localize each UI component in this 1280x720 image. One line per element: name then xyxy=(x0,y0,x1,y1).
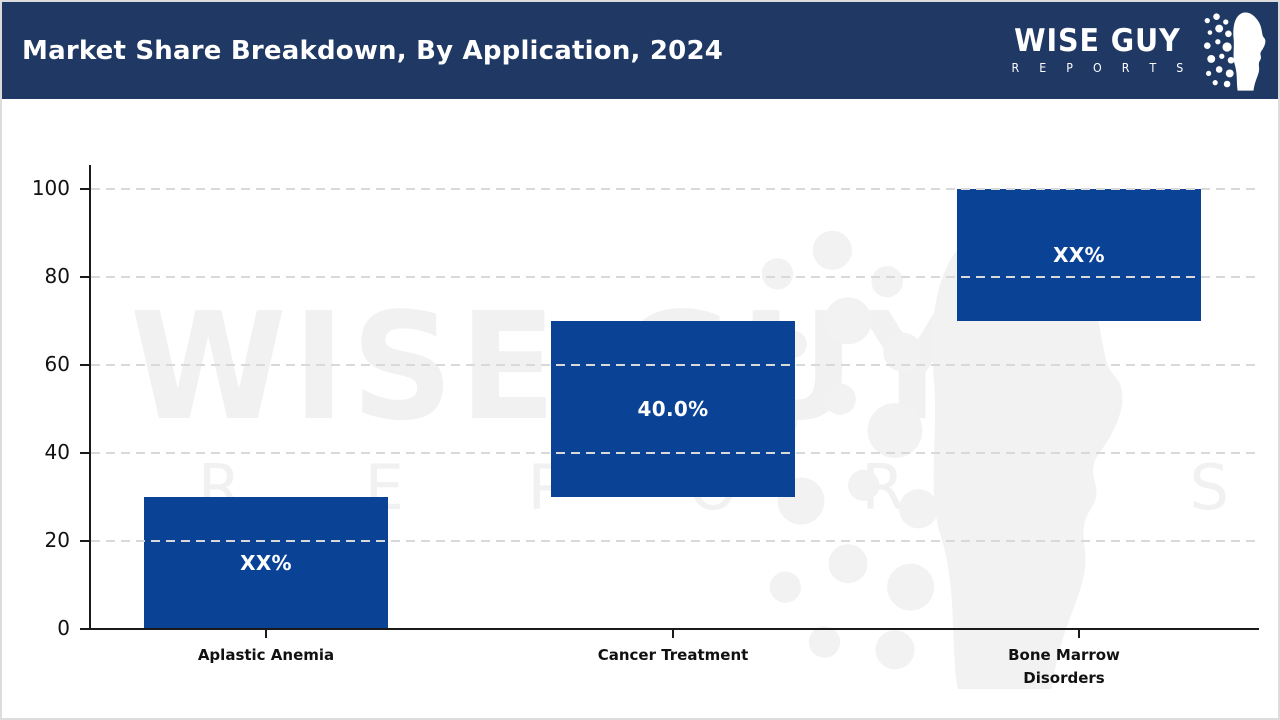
wiseguy-head-logo-icon xyxy=(1203,11,1266,91)
y-tick-label: 100 xyxy=(31,176,70,200)
logo-text: WISE GUY R E P O R T S xyxy=(1003,23,1192,76)
logo-subtitle: R E P O R T S xyxy=(1011,61,1192,75)
y-tick-label: 0 xyxy=(57,616,70,640)
logo-wordmark: WISE GUY xyxy=(1014,23,1181,59)
y-tick-label: 20 xyxy=(44,528,70,552)
watermark-wordmark: WISE GUY xyxy=(130,281,970,453)
y-tick-label: 80 xyxy=(44,264,70,288)
x-axis-line xyxy=(89,628,1259,630)
x-category-label: Cancer Treatment xyxy=(597,646,749,664)
y-tick xyxy=(80,276,89,278)
x-category-label: Bone Marrow Disorders xyxy=(1008,646,1120,687)
header-bar: Market Share Breakdown, By Application, … xyxy=(2,2,1278,99)
wiseguy-logo: WISE GUY R E P O R T S xyxy=(995,11,1268,91)
bar-bone-marrow-disorders: XX% xyxy=(957,189,1201,321)
y-tick xyxy=(80,364,89,366)
x-category-label: Aplastic Anemia xyxy=(197,646,335,664)
y-tick xyxy=(80,540,89,542)
gridline-40 xyxy=(91,452,1259,454)
y-tick xyxy=(80,452,89,454)
bar-value-label: 40.0% xyxy=(637,397,709,421)
x-tick xyxy=(265,630,267,638)
y-tick xyxy=(80,628,89,630)
page-title: Market Share Breakdown, By Application, … xyxy=(22,35,724,66)
y-tick xyxy=(80,188,89,190)
bar-value-label: XX% xyxy=(240,550,292,575)
bar-cancer-treatment: 40.0% xyxy=(551,321,795,497)
gridline-100 xyxy=(91,188,1259,190)
gridline-20 xyxy=(91,540,1259,542)
y-axis-line xyxy=(89,165,91,630)
y-tick-label: 60 xyxy=(44,352,70,376)
gridline-80 xyxy=(91,276,1259,278)
x-tick xyxy=(672,630,674,638)
gridline-60 xyxy=(91,364,1259,366)
x-tick xyxy=(1078,630,1080,638)
chart-area: WISE GUY R E P O R T S XX% 40.0% XX% xyxy=(2,99,1278,718)
bar-aplastic-anemia: XX% xyxy=(144,497,388,628)
bar-value-label: XX% xyxy=(1053,243,1105,267)
y-tick-label: 40 xyxy=(44,440,70,464)
